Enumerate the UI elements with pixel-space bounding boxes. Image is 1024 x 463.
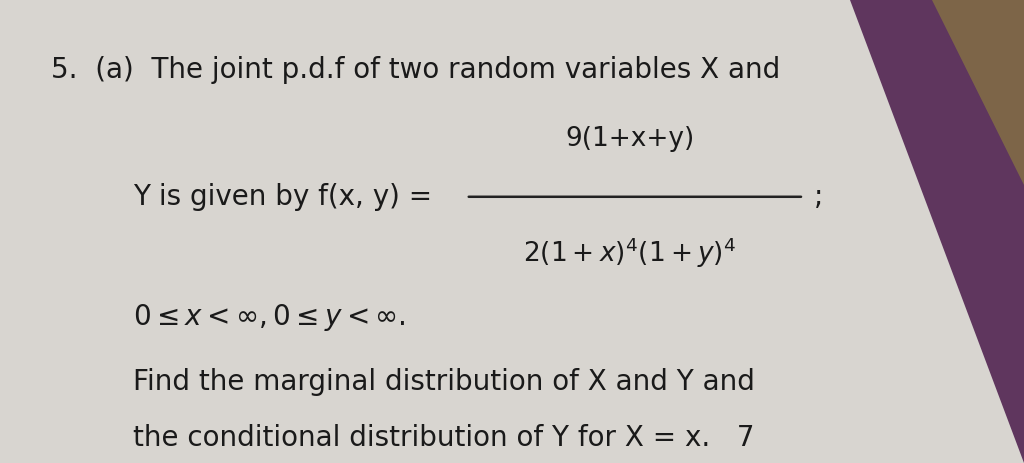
- Text: $2(1+x)^{4}(1+y)^{4}$: $2(1+x)^{4}(1+y)^{4}$: [523, 235, 736, 269]
- Text: $0 \leq x < \infty, 0 \leq y < \infty.$: $0 \leq x < \infty, 0 \leq y < \infty.$: [133, 302, 406, 332]
- Text: 9(1+x+y): 9(1+x+y): [565, 126, 694, 152]
- Text: Y is given by f(x, y) =: Y is given by f(x, y) =: [133, 183, 441, 211]
- Text: the conditional distribution of Y for X = x.   7: the conditional distribution of Y for X …: [133, 424, 755, 451]
- Text: Find the marginal distribution of X and Y and: Find the marginal distribution of X and …: [133, 368, 755, 396]
- Text: ;: ;: [814, 183, 823, 211]
- Text: 5.  (a)  The joint p.d.f of two random variables X and: 5. (a) The joint p.d.f of two random var…: [51, 56, 780, 83]
- Polygon shape: [850, 0, 1024, 463]
- Polygon shape: [932, 0, 1024, 185]
